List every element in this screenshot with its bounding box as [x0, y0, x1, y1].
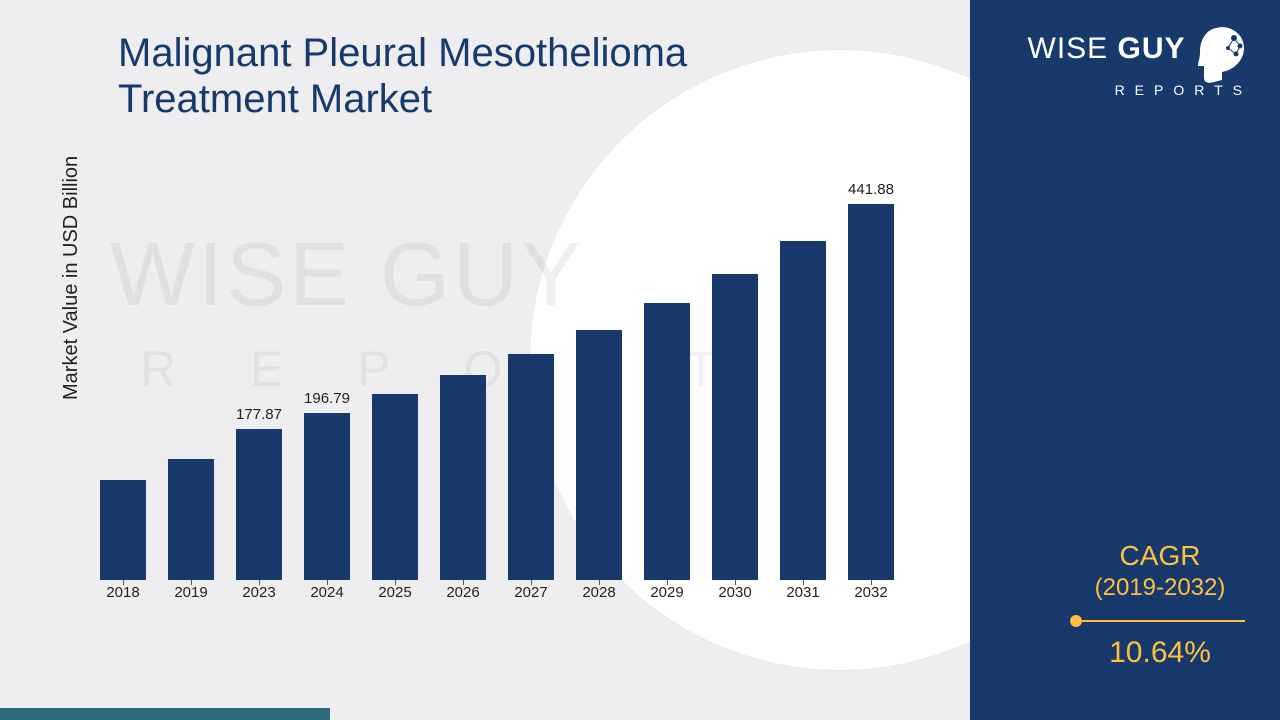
- x-tick-label: 2030: [705, 584, 765, 601]
- x-tick-label: 2031: [773, 584, 833, 601]
- bar-value-label: 177.87: [219, 406, 299, 423]
- brand-logo: WISE GUY REPORTS: [1028, 24, 1252, 98]
- bar: [644, 303, 690, 580]
- logo-subtext: REPORTS: [1028, 82, 1252, 98]
- bar: [440, 375, 486, 580]
- bar: [508, 354, 554, 580]
- x-tick-label: 2025: [365, 584, 425, 601]
- x-tick-label: 2026: [433, 584, 493, 601]
- bar: [100, 480, 146, 580]
- x-tick-label: 2029: [637, 584, 697, 601]
- bar-value-label: 196.79: [287, 390, 367, 407]
- bar: [372, 394, 418, 580]
- bar: [712, 274, 758, 580]
- bar: [168, 459, 214, 580]
- cagr-block: CAGR (2019-2032) 10.64%: [1040, 540, 1280, 670]
- bar: [576, 330, 622, 580]
- bar: [304, 413, 350, 580]
- y-axis-label: Market Value in USD Billion: [60, 156, 83, 400]
- cagr-divider: [1075, 620, 1245, 622]
- x-tick-label: 2023: [229, 584, 289, 601]
- bar-value-label: 441.88: [831, 181, 911, 198]
- cagr-value: 10.64%: [1040, 636, 1280, 670]
- x-tick-label: 2028: [569, 584, 629, 601]
- x-tick-label: 2018: [93, 584, 153, 601]
- x-tick-label: 2024: [297, 584, 357, 601]
- plot-area: 177.87196.79441.88: [94, 180, 904, 580]
- x-tick-label: 2032: [841, 584, 901, 601]
- x-tick-label: 2019: [161, 584, 221, 601]
- chart-title: Malignant Pleural Mesothelioma Treatment…: [118, 30, 838, 122]
- bottom-accent-bar: [0, 708, 330, 720]
- logo-text: WISE GUY: [1028, 32, 1186, 65]
- bar-chart: 177.87196.79441.88 2018 2019 2023 2024 2025 2…: [94, 180, 904, 610]
- bar: [848, 204, 894, 580]
- cagr-period: (2019-2032): [1040, 574, 1280, 602]
- bar: [236, 429, 282, 580]
- bar: [780, 241, 826, 580]
- cagr-title: CAGR: [1040, 540, 1280, 572]
- logo-head-icon: [1196, 24, 1252, 84]
- page-root: WISE GUY R E P O R T S WISE GUY REPORTS: [0, 0, 1280, 720]
- x-tick-label: 2027: [501, 584, 561, 601]
